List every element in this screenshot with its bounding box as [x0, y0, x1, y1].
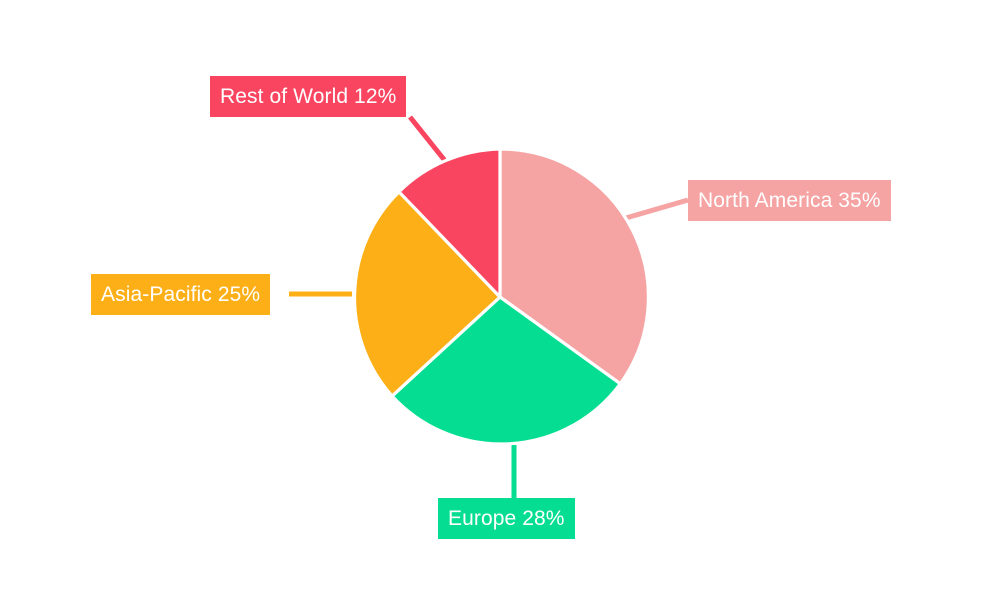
leader-line-rest-of-world [408, 115, 448, 164]
pie-label-asia-pacific: Asia-Pacific 25% [91, 274, 271, 315]
pie-label-north-america: North America 35% [688, 180, 891, 221]
pie-label-text: Europe 28% [448, 507, 565, 530]
pie-label-rest-of-world: Rest of World 12% [210, 76, 407, 117]
pie-slice-north-america[interactable] [498, 147, 650, 386]
leader-line-north-america [618, 197, 689, 223]
pie-label-europe: Europe 28% [438, 498, 575, 539]
pie-label-text: Asia-Pacific 25% [101, 283, 261, 306]
pie-slice-asia-pacific[interactable] [352, 190, 502, 398]
pie-slice-europe[interactable] [390, 295, 622, 446]
pie-wedges [352, 147, 650, 446]
pie-label-text: North America 35% [698, 189, 881, 212]
pie-label-text: Rest of World 12% [220, 85, 397, 108]
pie-slice-rest-of-world[interactable] [397, 147, 502, 299]
